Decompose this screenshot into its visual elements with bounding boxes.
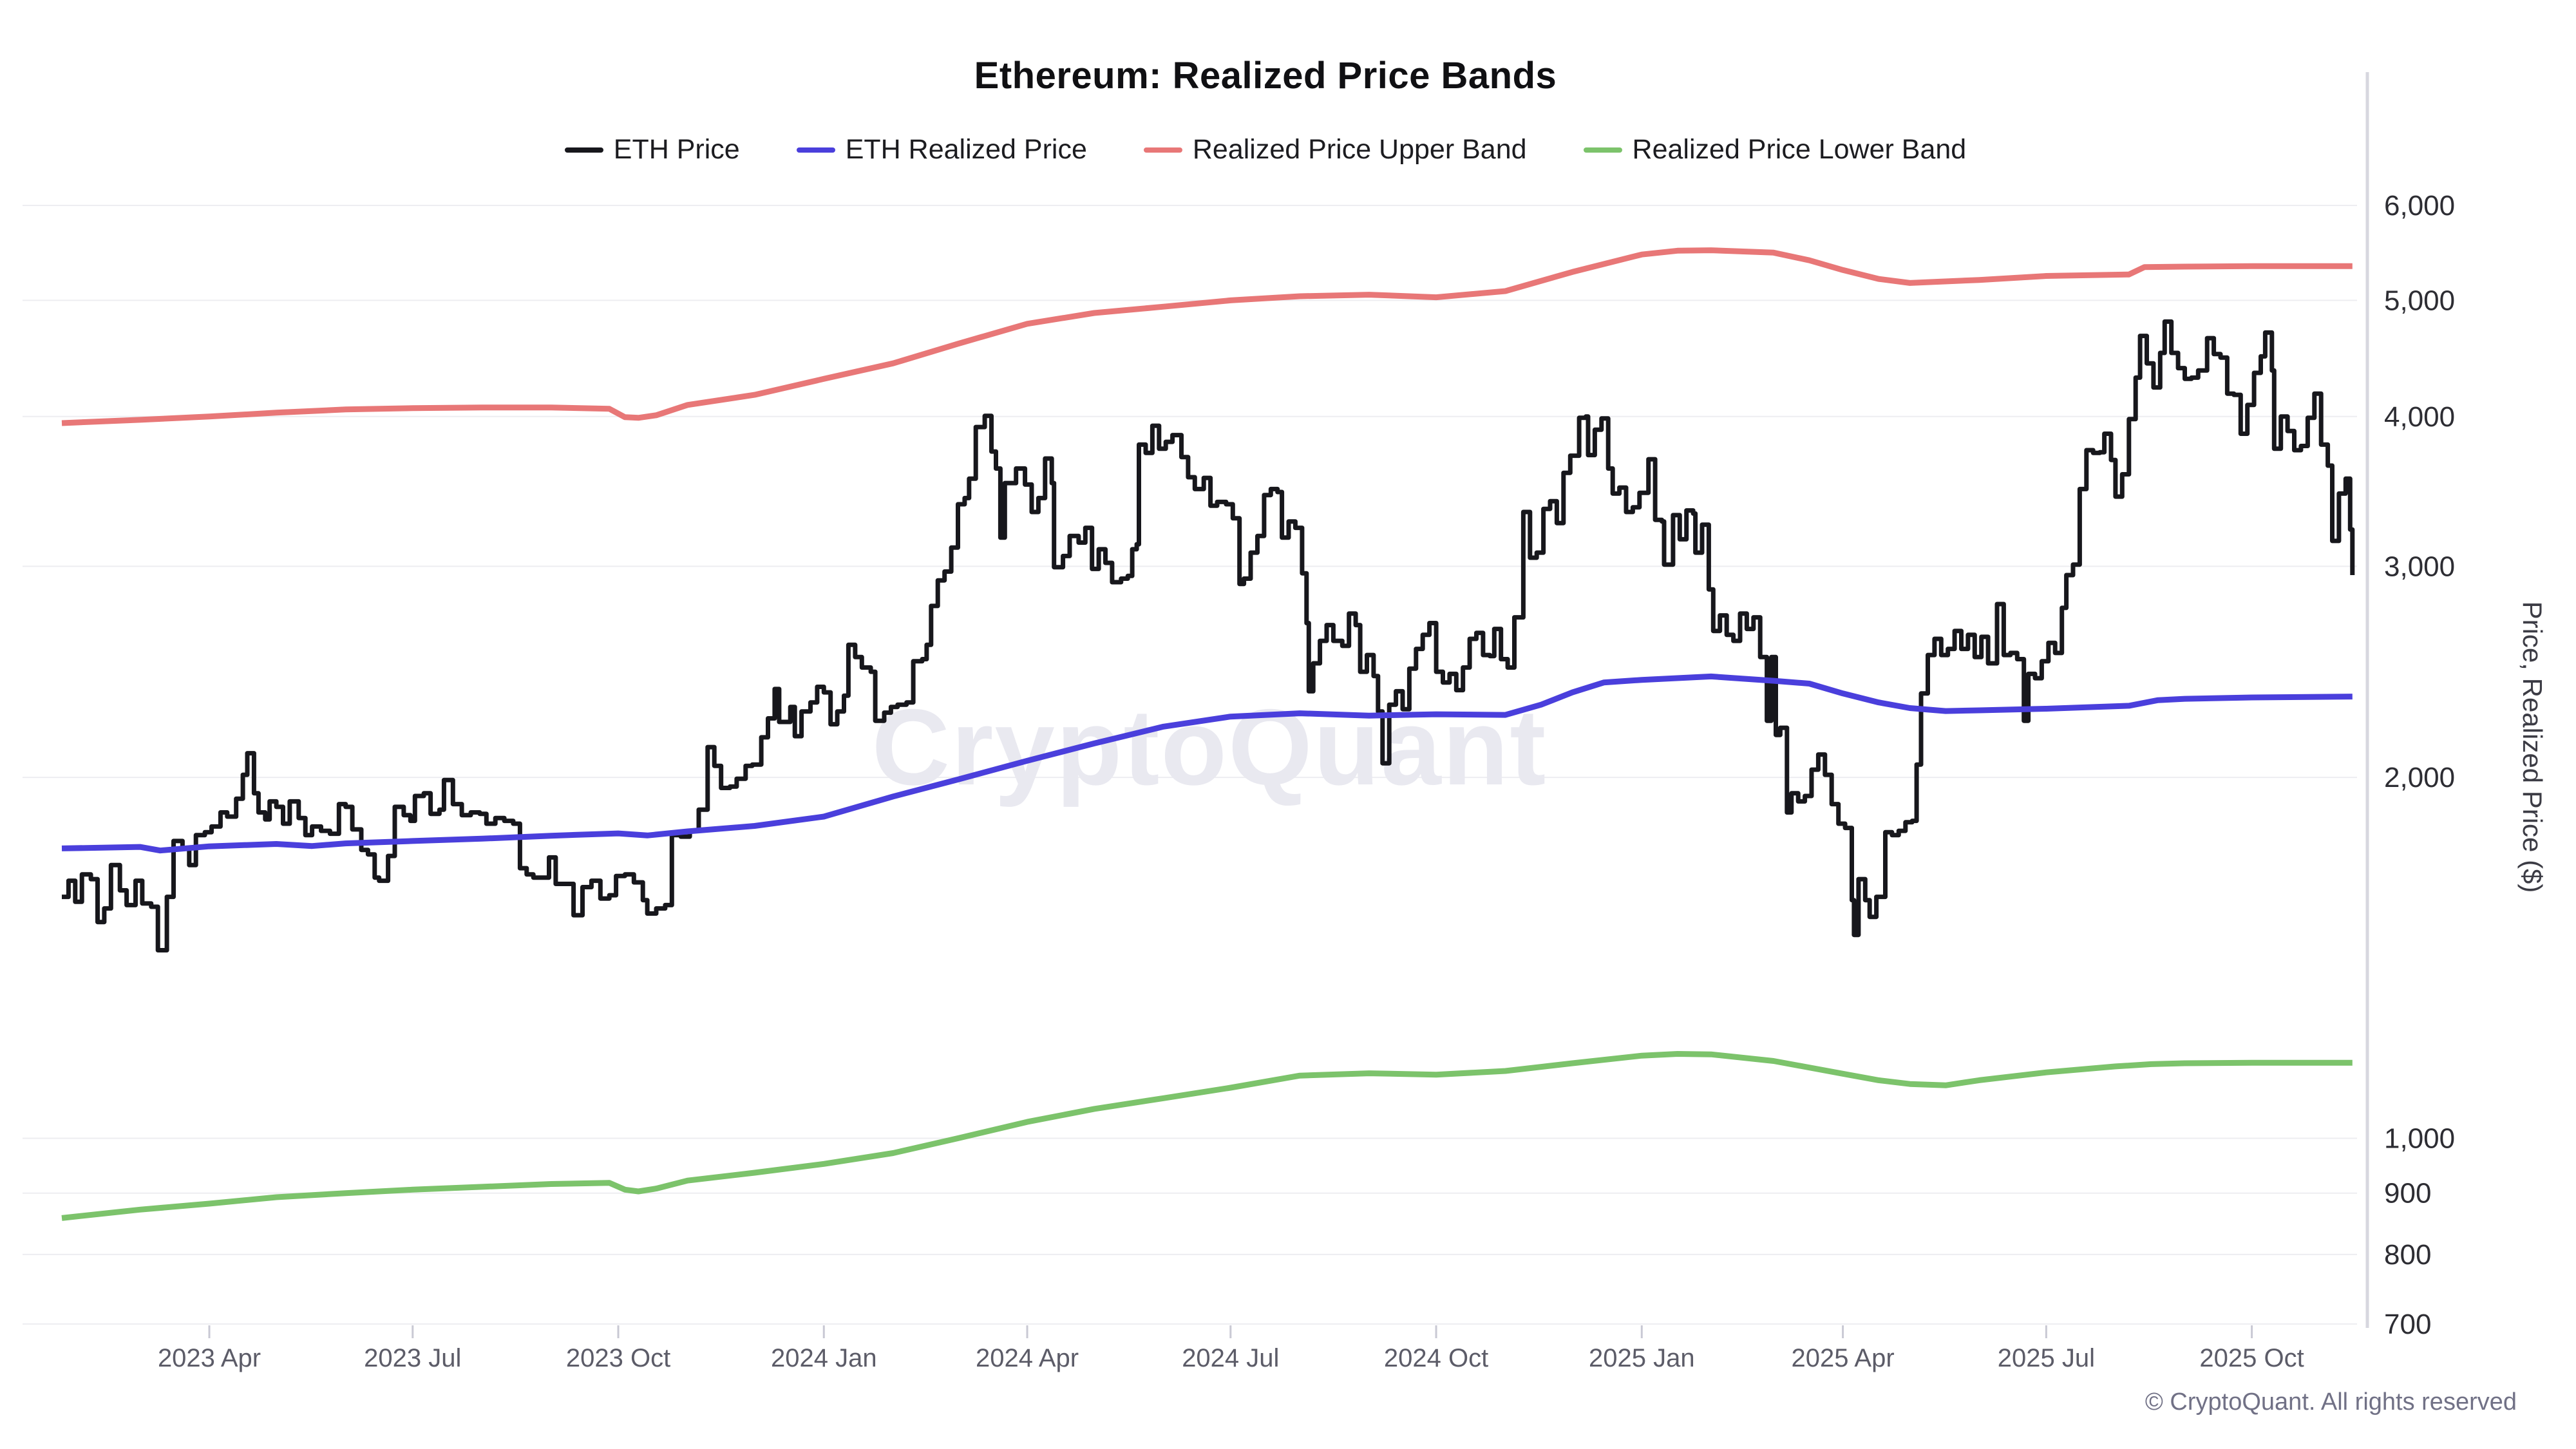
grid-layer [23,205,2357,1325]
y-tick-label: 700 [2384,1309,2431,1340]
y-tick-label: 900 [2384,1178,2431,1209]
y-tick-label: 5,000 [2384,285,2455,316]
y-tick-label: 1,000 [2384,1123,2455,1155]
x-tick-label: 2024 Jul [1182,1344,1279,1372]
realized-price-upper-band-line [61,247,2353,426]
y-tick-label: 800 [2384,1239,2431,1271]
legend-label: Realized Price Upper Band [1192,134,1527,165]
legend-label: ETH Price [613,134,740,165]
eth-price-line [62,319,2355,952]
label-layer: 6,000 5,000 4,000 3,000 2,000 1,000 900 800 700 P… [158,190,2548,1372]
x-tick-label: 2025 Oct [2199,1344,2304,1372]
y-tick-label: 4,000 [2384,401,2455,433]
x-tick-label: 2024 Jan [771,1344,877,1372]
chart-title: Ethereum: Realized Price Bands [974,55,1557,97]
x-tick-label: 2025 Apr [1792,1344,1895,1372]
copyright-text: © CryptoQuant. All rights reserved [2145,1388,2517,1416]
legend: ETH Price ETH Realized Price Realized Pric… [0,134,2531,166]
legend-item-eth-realized-price[interactable]: ETH Realized Price [796,134,1087,166]
legend-swatch [1143,147,1182,153]
y-tick-label: 2,000 [2384,762,2455,793]
x-tick-label: 2023 Jul [364,1344,461,1372]
x-tick-label: 2025 Jul [1998,1344,2095,1372]
legend-item-realized-price-lower-band[interactable]: Realized Price Lower Band [1583,134,1967,166]
x-tick-label: 2024 Apr [976,1344,1079,1372]
x-tick-label: 2025 Jan [1589,1344,1695,1372]
legend-swatch [1583,147,1622,153]
legend-label: ETH Realized Price [845,134,1087,165]
watermark: CryptoQuant [872,687,1548,808]
x-tick-label: 2023 Apr [158,1344,261,1372]
legend-label: Realized Price Lower Band [1632,134,1967,165]
legend-swatch [796,147,835,153]
realized-price-lower-band-line [61,1051,2353,1221]
eth-realized-price-line [61,673,2353,854]
series-layer [61,247,2355,1221]
axis-layer [208,72,2369,1338]
legend-item-realized-price-upper-band[interactable]: Realized Price Upper Band [1143,134,1527,166]
y-axis-title: Price, Realized Price ($) [2517,601,2548,893]
y-tick-label: 6,000 [2384,190,2455,222]
y-tick-label: 3,000 [2384,551,2455,582]
x-tick-label: 2023 Oct [566,1344,670,1372]
legend-swatch [564,147,603,153]
x-tick-label: 2024 Oct [1384,1344,1488,1372]
legend-item-eth-price[interactable]: ETH Price [564,134,740,166]
